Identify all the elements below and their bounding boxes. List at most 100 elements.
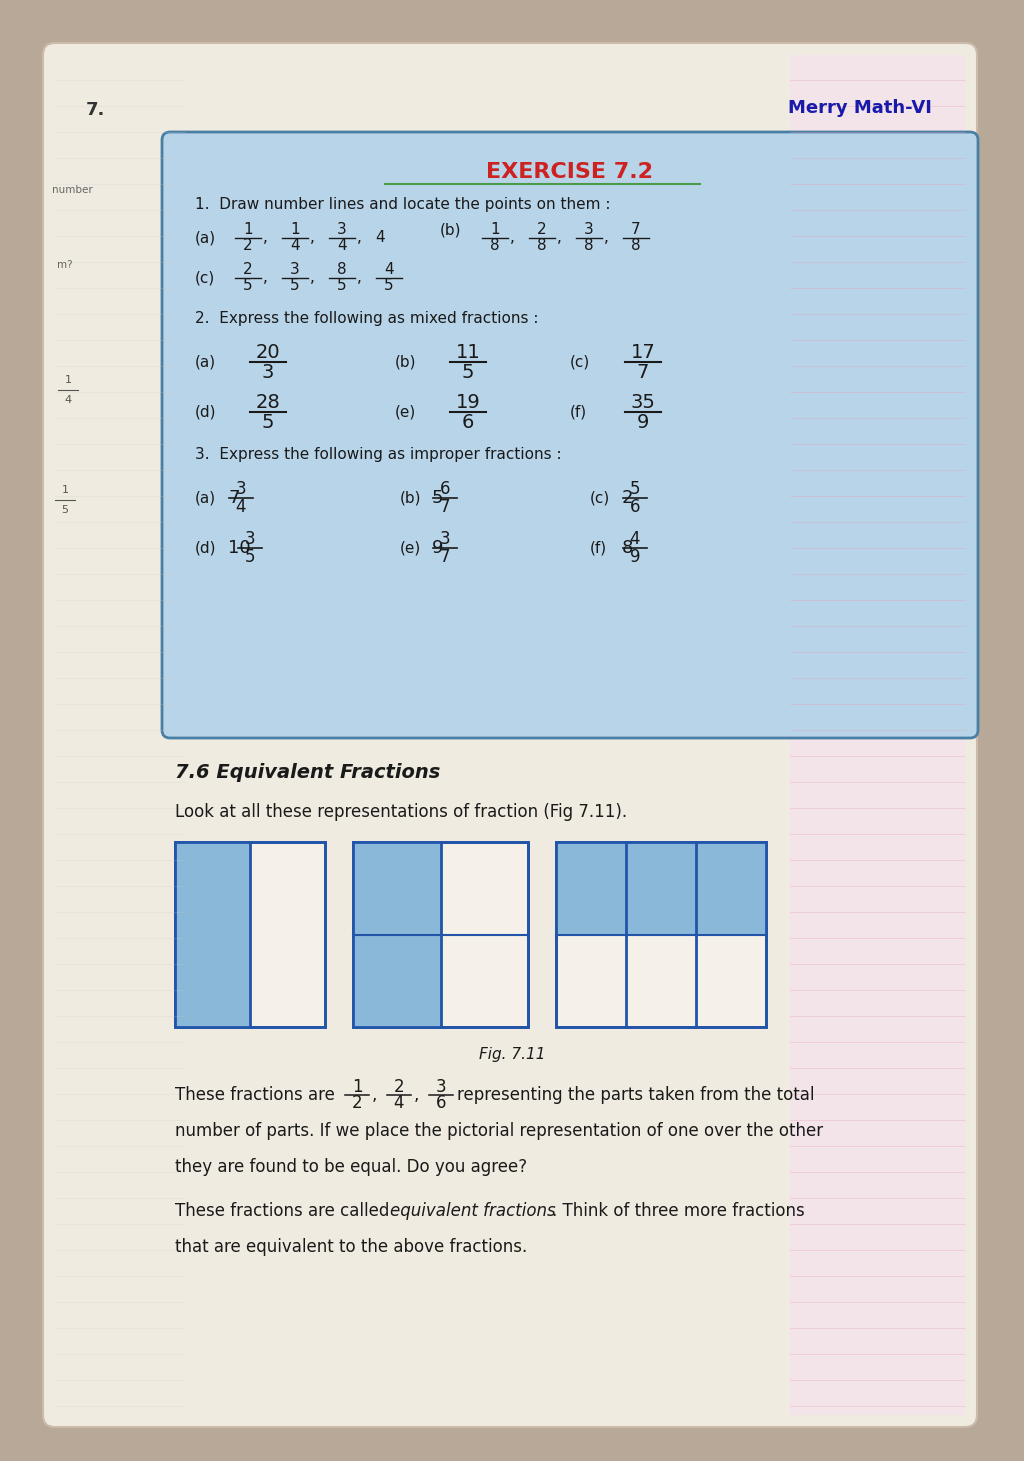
Text: ,: , — [310, 270, 314, 285]
Bar — [556, 842, 766, 1027]
Text: 8: 8 — [631, 238, 641, 254]
Text: 10: 10 — [228, 539, 251, 557]
Text: (c): (c) — [570, 355, 590, 370]
Text: that are equivalent to the above fractions.: that are equivalent to the above fractio… — [175, 1237, 527, 1256]
Text: 5: 5 — [61, 506, 69, 514]
Bar — [353, 842, 528, 1027]
Text: 35: 35 — [631, 393, 655, 412]
Text: 3: 3 — [584, 222, 594, 238]
Text: (a): (a) — [195, 491, 216, 506]
Text: ,: , — [414, 1086, 420, 1105]
Text: they are found to be equal. Do you agree?: they are found to be equal. Do you agree… — [175, 1159, 527, 1176]
Text: 8: 8 — [490, 238, 500, 254]
Text: 11: 11 — [456, 342, 480, 361]
Text: 7.: 7. — [85, 101, 104, 118]
Text: ,: , — [310, 231, 314, 245]
Text: 1: 1 — [351, 1078, 362, 1096]
Text: Fig. 7.11: Fig. 7.11 — [479, 1048, 545, 1062]
Text: EXERCISE 7.2: EXERCISE 7.2 — [486, 162, 653, 183]
Text: ,: , — [604, 231, 609, 245]
Text: 4: 4 — [384, 263, 394, 278]
Text: 5: 5 — [337, 279, 347, 294]
Text: 6: 6 — [462, 412, 474, 431]
Text: 3: 3 — [439, 530, 451, 548]
Text: 2: 2 — [243, 238, 253, 254]
Text: 5: 5 — [462, 362, 474, 381]
Text: 4: 4 — [337, 238, 347, 254]
Text: 6: 6 — [630, 498, 640, 516]
Text: 8: 8 — [538, 238, 547, 254]
Text: 4: 4 — [375, 231, 385, 245]
Text: 2: 2 — [351, 1094, 362, 1112]
Text: 17: 17 — [631, 342, 655, 361]
Text: 9: 9 — [637, 412, 649, 431]
Text: 1: 1 — [61, 485, 69, 495]
Text: ,: , — [357, 231, 361, 245]
Text: number of parts. If we place the pictorial representation of one over the other: number of parts. If we place the pictori… — [175, 1122, 823, 1140]
Text: 7: 7 — [637, 362, 649, 381]
Bar — [626, 842, 696, 935]
Text: 3.  Express the following as improper fractions :: 3. Express the following as improper fra… — [195, 447, 561, 463]
Text: 7: 7 — [631, 222, 641, 238]
Text: (b): (b) — [400, 491, 422, 506]
Text: 20: 20 — [256, 342, 281, 361]
Text: 4: 4 — [236, 498, 246, 516]
Text: 1: 1 — [490, 222, 500, 238]
Bar — [353, 842, 528, 1027]
Text: 3: 3 — [236, 481, 247, 498]
Text: 2: 2 — [538, 222, 547, 238]
Text: 8: 8 — [584, 238, 594, 254]
Text: ,: , — [557, 231, 562, 245]
Text: 3: 3 — [435, 1078, 446, 1096]
Text: (e): (e) — [395, 405, 416, 419]
Bar — [175, 842, 325, 1027]
Bar — [556, 842, 766, 1027]
Text: 5: 5 — [262, 412, 274, 431]
Text: 6: 6 — [436, 1094, 446, 1112]
FancyBboxPatch shape — [162, 131, 978, 738]
Text: 19: 19 — [456, 393, 480, 412]
Text: 5: 5 — [243, 279, 253, 294]
Text: 9: 9 — [432, 539, 443, 557]
Bar — [790, 56, 965, 1416]
Text: 3: 3 — [245, 530, 255, 548]
Text: (a): (a) — [195, 355, 216, 370]
Bar — [556, 842, 626, 935]
Text: 8: 8 — [622, 539, 634, 557]
Text: m?: m? — [57, 260, 73, 270]
Text: (f): (f) — [570, 405, 587, 419]
Text: (e): (e) — [400, 541, 421, 555]
Bar — [175, 842, 250, 1027]
Text: 3: 3 — [262, 362, 274, 381]
Text: 4: 4 — [290, 238, 300, 254]
Bar — [175, 842, 325, 1027]
Text: These fractions are: These fractions are — [175, 1086, 335, 1105]
Text: 6: 6 — [439, 481, 451, 498]
Text: ,: , — [510, 231, 515, 245]
Text: ,: , — [372, 1086, 378, 1105]
Text: (f): (f) — [590, 541, 607, 555]
Text: 7: 7 — [439, 548, 451, 565]
Text: 8: 8 — [337, 263, 347, 278]
Text: These fractions are called: These fractions are called — [175, 1202, 394, 1220]
FancyBboxPatch shape — [43, 42, 977, 1427]
Text: Merry Math-VI: Merry Math-VI — [788, 99, 932, 117]
Bar — [353, 935, 440, 1027]
Text: 2: 2 — [243, 263, 253, 278]
Text: (c): (c) — [590, 491, 610, 506]
Text: ,: , — [263, 231, 268, 245]
Text: 3: 3 — [337, 222, 347, 238]
Text: (d): (d) — [195, 541, 216, 555]
Text: 7: 7 — [228, 489, 240, 507]
Text: (a): (a) — [195, 231, 216, 245]
Text: (d): (d) — [195, 405, 216, 419]
Text: representing the parts taken from the total: representing the parts taken from the to… — [457, 1086, 814, 1105]
Text: 5: 5 — [432, 489, 443, 507]
Text: . Think of three more fractions: . Think of three more fractions — [552, 1202, 805, 1220]
Text: ,: , — [357, 270, 361, 285]
Text: 1.  Draw number lines and locate the points on them :: 1. Draw number lines and locate the poin… — [195, 197, 610, 212]
Text: 1: 1 — [243, 222, 253, 238]
Text: ,: , — [263, 270, 268, 285]
Text: (b): (b) — [440, 222, 462, 238]
Text: 7: 7 — [439, 498, 451, 516]
